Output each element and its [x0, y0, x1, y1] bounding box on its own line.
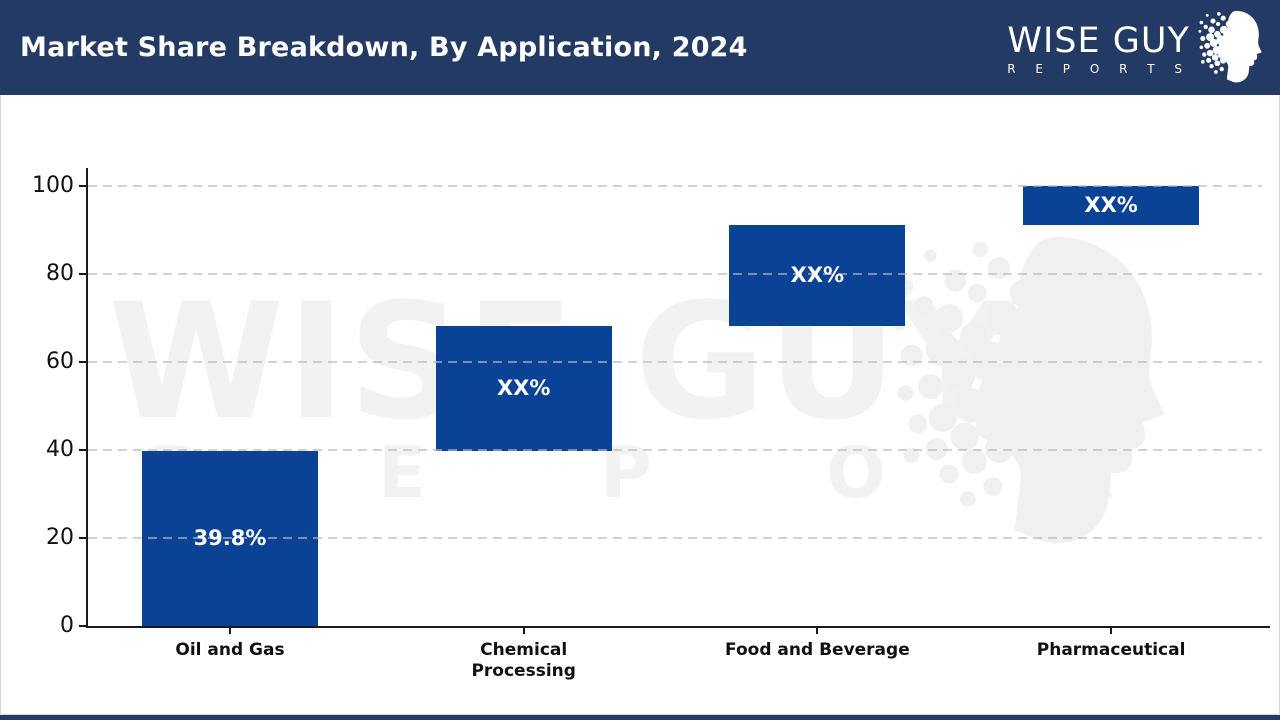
category-label: Chemical Processing [471, 640, 576, 681]
logo-text: WISE GUY R E P O R T S [1007, 21, 1190, 76]
logo-wordmark: WISE GUY [1007, 20, 1190, 61]
x-tick-mark [816, 626, 819, 634]
x-tick-mark [522, 626, 525, 634]
page-title: Market Share Breakdown, By Application, … [20, 32, 748, 63]
logo-subtitle: R E P O R T S [1007, 61, 1190, 76]
x-axis-line [86, 626, 1270, 628]
category-label: Pharmaceutical [1036, 640, 1186, 660]
bar-segment [435, 325, 612, 451]
dotted-head-profile-icon [1198, 10, 1262, 83]
y-tick-label: 60 [46, 349, 74, 374]
category-label: Oil and Gas [175, 640, 285, 660]
y-tick-label: 100 [32, 173, 74, 198]
x-tick-mark [229, 626, 231, 634]
y-tick-mark [79, 449, 88, 451]
y-tick-label: 40 [46, 437, 74, 462]
y-tick-mark [79, 273, 88, 275]
gridline [88, 273, 1262, 275]
bar-segment [729, 224, 906, 326]
y-tick-mark [79, 185, 88, 187]
footer-bar [0, 715, 1280, 720]
bar-value-label: XX% [496, 376, 551, 401]
x-tick-mark [1110, 626, 1113, 634]
bar-segment [1023, 186, 1200, 225]
bar-value-label: XX% [790, 263, 845, 288]
y-tick-mark [79, 361, 88, 363]
y-tick-mark [79, 537, 88, 539]
y-tick-label: 0 [60, 613, 74, 638]
y-tick-label: 80 [46, 261, 74, 286]
bar-value-label: 39.8% [193, 526, 267, 551]
header-bar: Market Share Breakdown, By Application, … [0, 0, 1280, 95]
bar-value-label: XX% [1084, 193, 1138, 218]
gridline [88, 537, 1262, 539]
wise-guy-reports-logo: WISE GUY R E P O R T S [1007, 6, 1266, 90]
y-tick-mark [79, 625, 88, 627]
gridline [88, 361, 1262, 363]
y-tick-label: 20 [46, 525, 74, 550]
gridline [88, 449, 1262, 451]
category-label: Food and Beverage [725, 640, 910, 660]
y-axis-line [86, 168, 88, 628]
gridline [88, 185, 1262, 187]
